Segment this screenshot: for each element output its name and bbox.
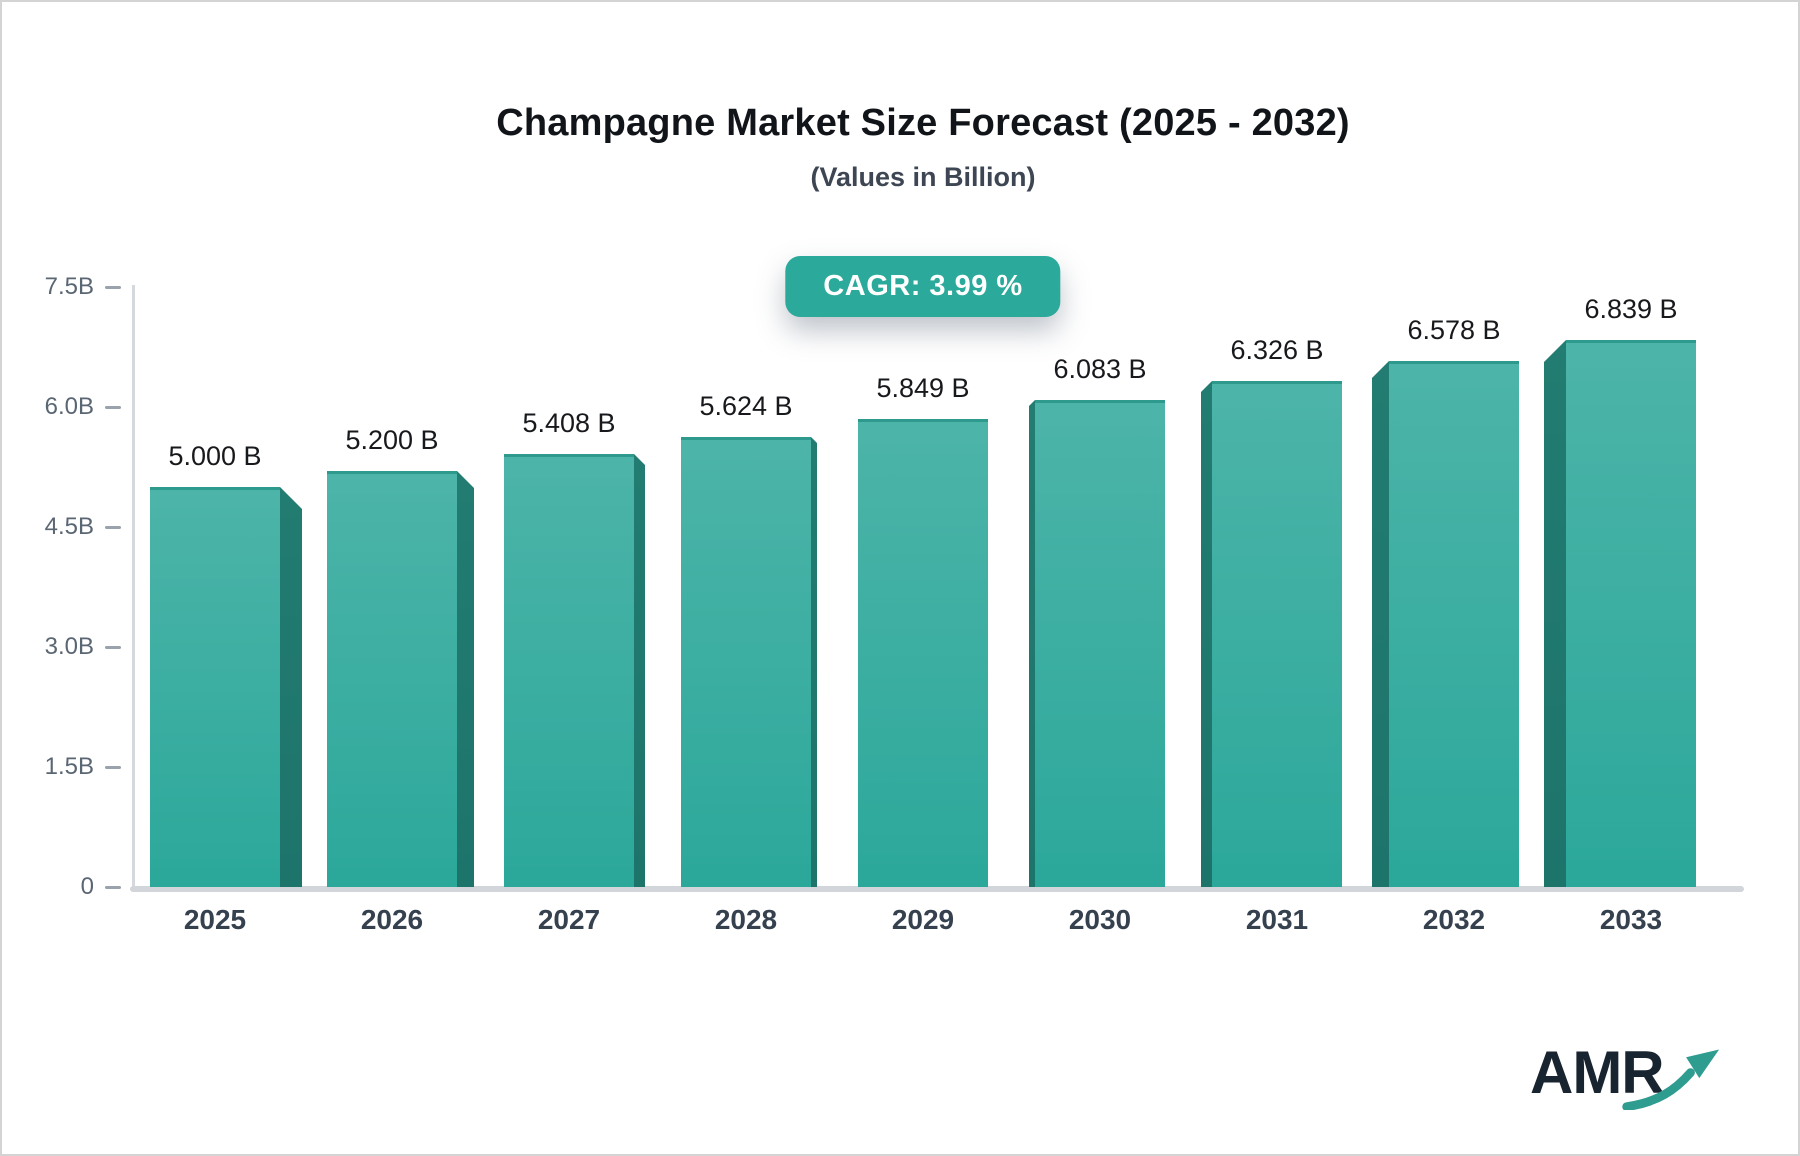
bar-value-label: 6.839 B bbox=[1584, 294, 1678, 324]
bar[interactable] bbox=[1566, 340, 1696, 887]
x-axis-label: 2029 bbox=[891, 904, 955, 935]
y-tick-dash bbox=[105, 406, 121, 409]
y-axis-line bbox=[132, 285, 135, 889]
bar-value-label: 5.200 B bbox=[345, 425, 439, 455]
bar-group-2031 bbox=[1201, 381, 1342, 887]
cagr-badge: CAGR: 3.99 % bbox=[785, 256, 1061, 317]
bar-value-label: 5.000 B bbox=[168, 441, 262, 471]
bar-group-2032 bbox=[1372, 361, 1519, 887]
bar-side bbox=[1029, 400, 1035, 887]
x-axis-label: 2032 bbox=[1422, 904, 1486, 935]
amr-logo: AMR bbox=[1530, 1032, 1740, 1122]
bar-side bbox=[1201, 381, 1212, 887]
y-axis-label: 0 bbox=[80, 873, 94, 900]
bar[interactable] bbox=[504, 454, 634, 887]
x-axis-label: 2030 bbox=[1068, 904, 1132, 935]
y-axis-label: 4.5B bbox=[44, 513, 94, 540]
bar-value-label: 6.578 B bbox=[1407, 315, 1501, 345]
x-axis-baseline bbox=[130, 886, 1744, 892]
bar-value-label: 5.624 B bbox=[699, 391, 793, 421]
y-tick-dash bbox=[105, 286, 121, 289]
y-axis-label: 7.5B bbox=[44, 273, 94, 300]
bar-value-label: 6.326 B bbox=[1230, 335, 1324, 365]
bar-group-2026 bbox=[327, 471, 474, 887]
bar[interactable] bbox=[150, 487, 280, 887]
bar[interactable] bbox=[1035, 400, 1165, 887]
amr-logo-text: AMR bbox=[1530, 1039, 1665, 1106]
x-axis-label: 2033 bbox=[1599, 904, 1663, 935]
bar-group-2025 bbox=[150, 487, 302, 887]
chart-subtitle: (Values in Billion) bbox=[810, 162, 1036, 192]
bar-side bbox=[811, 437, 817, 887]
y-tick-dash bbox=[105, 886, 121, 889]
bar-side bbox=[1372, 361, 1389, 887]
y-axis-label: 3.0B bbox=[44, 633, 94, 660]
x-axis-label: 2027 bbox=[537, 904, 601, 935]
y-tick-dash bbox=[105, 646, 121, 649]
bar-value-label: 5.849 B bbox=[876, 373, 970, 403]
bar-group-2027 bbox=[504, 454, 645, 887]
x-axis-label: 2026 bbox=[360, 904, 424, 935]
y-tick-dash bbox=[105, 766, 121, 769]
bar[interactable] bbox=[858, 419, 988, 887]
y-tick-dash bbox=[105, 526, 121, 529]
bar[interactable] bbox=[327, 471, 457, 887]
x-axis-label: 2025 bbox=[183, 904, 247, 935]
bar-value-label: 5.408 B bbox=[522, 408, 616, 438]
bar-group-2033 bbox=[1544, 340, 1696, 887]
x-axis-label: 2028 bbox=[714, 904, 778, 935]
bar-side bbox=[634, 454, 645, 887]
bar-side bbox=[457, 471, 474, 887]
bar-group-2030 bbox=[1029, 400, 1165, 887]
x-axis-label: 2031 bbox=[1245, 904, 1309, 935]
bar-side bbox=[1544, 340, 1566, 887]
growth-arrow-icon bbox=[1622, 1049, 1720, 1110]
y-axis-label: 1.5B bbox=[44, 753, 94, 780]
bar-value-label: 6.083 B bbox=[1053, 354, 1147, 384]
bar-side bbox=[280, 487, 302, 887]
y-axis-label: 6.0B bbox=[44, 393, 94, 420]
bar-group-2029 bbox=[858, 419, 988, 887]
bar[interactable] bbox=[681, 437, 811, 887]
bar[interactable] bbox=[1389, 361, 1519, 887]
bar-group-2028 bbox=[681, 437, 817, 887]
bar[interactable] bbox=[1212, 381, 1342, 887]
chart-title: Champagne Market Size Forecast (2025 - 2… bbox=[496, 102, 1350, 144]
